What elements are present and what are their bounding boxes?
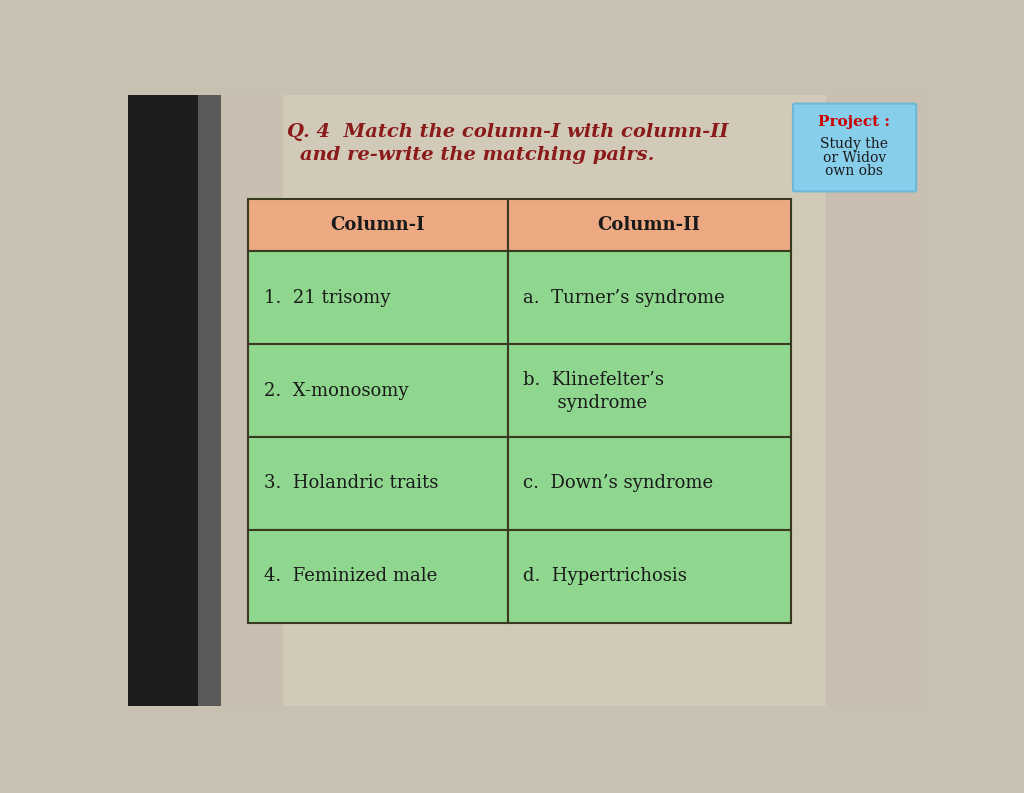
Text: 4.  Feminized male: 4. Feminized male bbox=[263, 567, 437, 585]
Bar bbox=[248, 344, 508, 437]
Bar bbox=[248, 530, 508, 623]
Text: c.  Down’s syndrome: c. Down’s syndrome bbox=[523, 474, 714, 492]
Bar bbox=[221, 95, 922, 706]
Bar bbox=[508, 199, 791, 251]
Text: a.  Turner’s syndrome: a. Turner’s syndrome bbox=[523, 289, 725, 307]
Text: d.  Hypertrichosis: d. Hypertrichosis bbox=[523, 567, 687, 585]
Bar bbox=[248, 199, 508, 251]
Bar bbox=[198, 95, 221, 706]
Bar bbox=[248, 251, 508, 344]
Text: Column-II: Column-II bbox=[598, 216, 700, 234]
Text: Study the: Study the bbox=[820, 136, 888, 151]
Bar bbox=[508, 251, 791, 344]
Text: or Widov: or Widov bbox=[822, 151, 886, 164]
FancyBboxPatch shape bbox=[793, 104, 916, 191]
Bar bbox=[508, 437, 791, 530]
Text: syndrome: syndrome bbox=[523, 394, 647, 412]
Text: 2.  X-monosomy: 2. X-monosomy bbox=[263, 381, 409, 400]
Text: b.  Klinefelter’s: b. Klinefelter’s bbox=[523, 371, 665, 389]
Text: 3.  Holandric traits: 3. Holandric traits bbox=[263, 474, 438, 492]
Text: Project :: Project : bbox=[818, 115, 890, 129]
Text: and re-write the matching pairs.: and re-write the matching pairs. bbox=[300, 146, 654, 164]
Text: Q. 4  Match the column-I with column-II: Q. 4 Match the column-I with column-II bbox=[287, 123, 728, 141]
Text: Column-I: Column-I bbox=[331, 216, 425, 234]
Bar bbox=[248, 437, 508, 530]
Bar bbox=[508, 344, 791, 437]
Bar bbox=[283, 95, 825, 706]
Text: 1.  21 trisomy: 1. 21 trisomy bbox=[263, 289, 390, 307]
Text: own obs: own obs bbox=[825, 164, 883, 178]
Bar bbox=[128, 95, 198, 706]
Bar bbox=[508, 530, 791, 623]
